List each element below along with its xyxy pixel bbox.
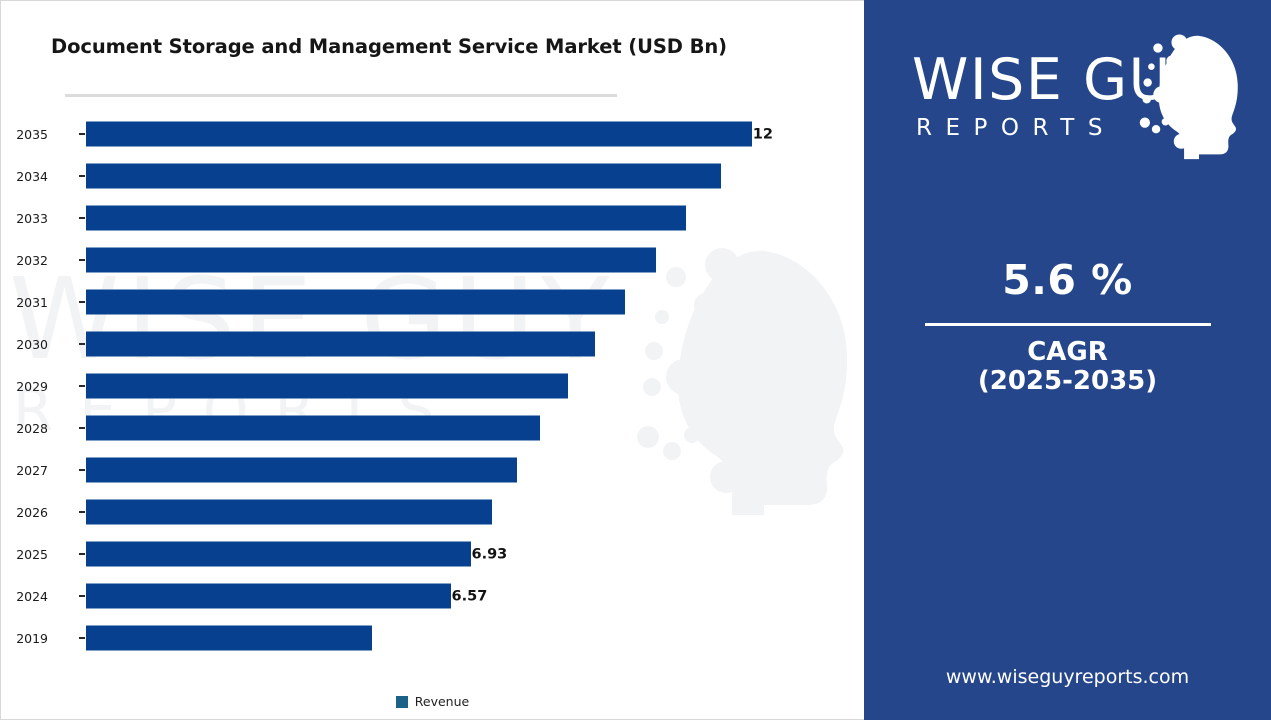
y-axis-tick-label: 2025 (16, 546, 48, 562)
y-axis-tick-mark (79, 427, 85, 429)
y-axis-tick-mark (79, 637, 85, 639)
bar-container (86, 163, 722, 189)
y-axis-tick-mark (79, 259, 85, 261)
y-axis-tick-label: 2029 (16, 378, 48, 394)
bar (86, 163, 722, 189)
y-axis-tick-mark (79, 511, 85, 513)
y-axis-tick-label: 2034 (16, 168, 48, 184)
y-axis-tick-mark (79, 553, 85, 555)
chart-legend: Revenue (1, 694, 864, 709)
bar (86, 457, 517, 483)
bar (86, 247, 656, 273)
y-axis-tick-mark (79, 133, 85, 135)
y-axis-tick-label: 2033 (16, 210, 48, 226)
bar-row: 2035 12 (1, 113, 864, 155)
bar-value-label: 6.93 (471, 546, 508, 562)
y-axis-tick-mark (79, 595, 85, 597)
cagr-label-line2: (2025-2035) (977, 366, 1158, 397)
wiseguy-logo: WISE GUY REPORTS (864, 28, 1271, 160)
bar-row: 2026 (1, 491, 864, 533)
bar-row: 2028 (1, 407, 864, 449)
bar-row: 2031 (1, 281, 864, 323)
bar-container (86, 331, 595, 357)
y-axis-tick-mark (79, 217, 85, 219)
bar-container (86, 289, 625, 315)
bar-container (86, 625, 373, 651)
bar-value-label: 12 (752, 126, 773, 142)
legend-swatch-revenue (395, 695, 408, 708)
cagr-block: 5.6 % CAGR (2025-2035) (864, 256, 1271, 397)
y-axis-tick-label: 2024 (16, 588, 48, 604)
bar-row: 2030 (1, 323, 864, 365)
bar-container (86, 373, 568, 399)
bar-container (86, 499, 493, 525)
bar (86, 415, 541, 441)
bar-container (86, 205, 687, 231)
bar (86, 583, 451, 609)
y-axis-tick-label: 2030 (16, 336, 48, 352)
y-axis-tick-label: 2035 (16, 126, 48, 142)
bar-row: 2025 6.93 (1, 533, 864, 575)
bar-container: 6.57 (86, 583, 488, 609)
y-axis-tick-mark (79, 175, 85, 177)
bar-row: 2032 (1, 239, 864, 281)
legend-label-revenue: Revenue (414, 694, 470, 709)
bar-row: 2027 (1, 449, 864, 491)
bar (86, 205, 687, 231)
chart-title: Document Storage and Management Service … (51, 35, 727, 58)
bar-container: 12 (86, 121, 773, 147)
bar-row: 2029 (1, 365, 864, 407)
cagr-label-line1: CAGR (1027, 337, 1108, 368)
chart-panel: WISE GUY REPORTS (0, 0, 864, 720)
y-axis-tick-mark (79, 301, 85, 303)
bar-chart-plot: 2035 12 2034 2033 2032 2031 2030 2029 2028 2027 20… (1, 113, 864, 653)
brand-panel: WISE GUY REPORTS (864, 0, 1271, 720)
cagr-value: 5.6 % (1002, 256, 1133, 304)
bar-value-label: 6.57 (451, 588, 488, 604)
y-axis-tick-label: 2028 (16, 420, 48, 436)
bar-row: 2033 (1, 197, 864, 239)
bar (86, 121, 752, 147)
y-axis-tick-mark (79, 469, 85, 471)
bar (86, 373, 568, 399)
y-axis-tick-mark (79, 343, 85, 345)
bar (86, 289, 625, 315)
y-axis-tick-label: 2031 (16, 294, 48, 310)
bar-row: 2019 (1, 617, 864, 659)
cagr-label: CAGR (2025-2035) (864, 337, 1271, 397)
bar (86, 541, 471, 567)
logo-head-icon (1139, 34, 1238, 160)
bar (86, 625, 373, 651)
y-axis-tick-label: 2019 (16, 630, 48, 646)
bar-container: 6.93 (86, 541, 508, 567)
bar-row: 2034 (1, 155, 864, 197)
y-axis-tick-label: 2026 (16, 504, 48, 520)
cagr-divider (924, 323, 1211, 327)
website-url: www.wiseguyreports.com (945, 666, 1190, 688)
bar (86, 499, 493, 525)
bar-container (86, 457, 517, 483)
bar-row: 2024 6.57 (1, 575, 864, 617)
y-axis-tick-label: 2027 (16, 462, 48, 478)
bar (86, 331, 595, 357)
bar-container (86, 415, 541, 441)
y-axis-tick-mark (79, 385, 85, 387)
bar-container (86, 247, 656, 273)
title-divider (65, 94, 617, 97)
logo-sub-text: REPORTS (916, 115, 1116, 141)
y-axis-tick-label: 2032 (16, 252, 48, 268)
